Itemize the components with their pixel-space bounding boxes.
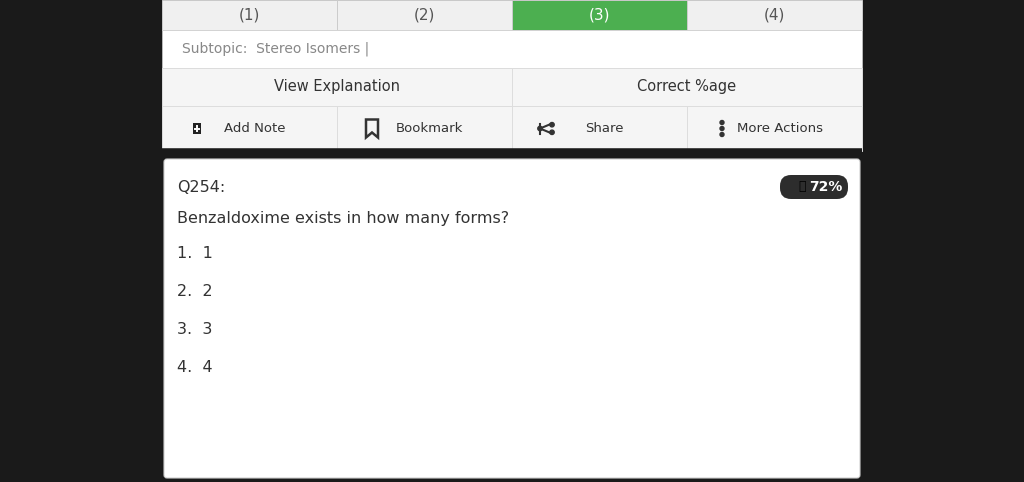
FancyBboxPatch shape	[193, 123, 201, 134]
Text: Share: Share	[586, 122, 624, 135]
Text: Benzaldoxime exists in how many forms?: Benzaldoxime exists in how many forms?	[177, 212, 509, 227]
FancyBboxPatch shape	[687, 0, 862, 30]
Circle shape	[720, 133, 724, 136]
FancyBboxPatch shape	[0, 0, 162, 482]
Circle shape	[550, 122, 554, 127]
Text: 👍: 👍	[798, 180, 806, 193]
FancyBboxPatch shape	[164, 159, 860, 478]
Text: (3): (3)	[589, 8, 610, 23]
Text: 3.  3: 3. 3	[177, 322, 212, 337]
Text: (2): (2)	[414, 8, 435, 23]
Circle shape	[550, 130, 554, 134]
FancyBboxPatch shape	[162, 0, 337, 30]
FancyBboxPatch shape	[337, 106, 512, 151]
Circle shape	[720, 120, 724, 124]
Text: Bookmark: Bookmark	[396, 122, 464, 135]
Text: 1.  1: 1. 1	[177, 246, 213, 262]
FancyBboxPatch shape	[162, 106, 337, 151]
FancyBboxPatch shape	[862, 0, 1024, 482]
Text: (1): (1)	[239, 8, 260, 23]
Text: Q254:: Q254:	[177, 179, 225, 195]
Text: 4.  4: 4. 4	[177, 361, 213, 375]
FancyBboxPatch shape	[780, 175, 848, 199]
Circle shape	[720, 126, 724, 131]
Circle shape	[538, 126, 542, 131]
Text: More Actions: More Actions	[736, 122, 822, 135]
FancyBboxPatch shape	[512, 0, 687, 30]
Text: Subtopic:  Stereo Isomers |: Subtopic: Stereo Isomers |	[182, 42, 370, 56]
Text: View Explanation: View Explanation	[274, 80, 400, 94]
Text: Add Note: Add Note	[224, 122, 286, 135]
FancyBboxPatch shape	[337, 0, 512, 30]
FancyBboxPatch shape	[162, 68, 512, 106]
FancyBboxPatch shape	[162, 30, 862, 68]
FancyBboxPatch shape	[512, 68, 862, 106]
Text: 2.  2: 2. 2	[177, 284, 213, 299]
FancyBboxPatch shape	[687, 106, 862, 151]
Text: 72%: 72%	[810, 180, 843, 194]
Text: Correct %age: Correct %age	[637, 80, 736, 94]
Text: (4): (4)	[764, 8, 785, 23]
FancyBboxPatch shape	[512, 106, 687, 151]
